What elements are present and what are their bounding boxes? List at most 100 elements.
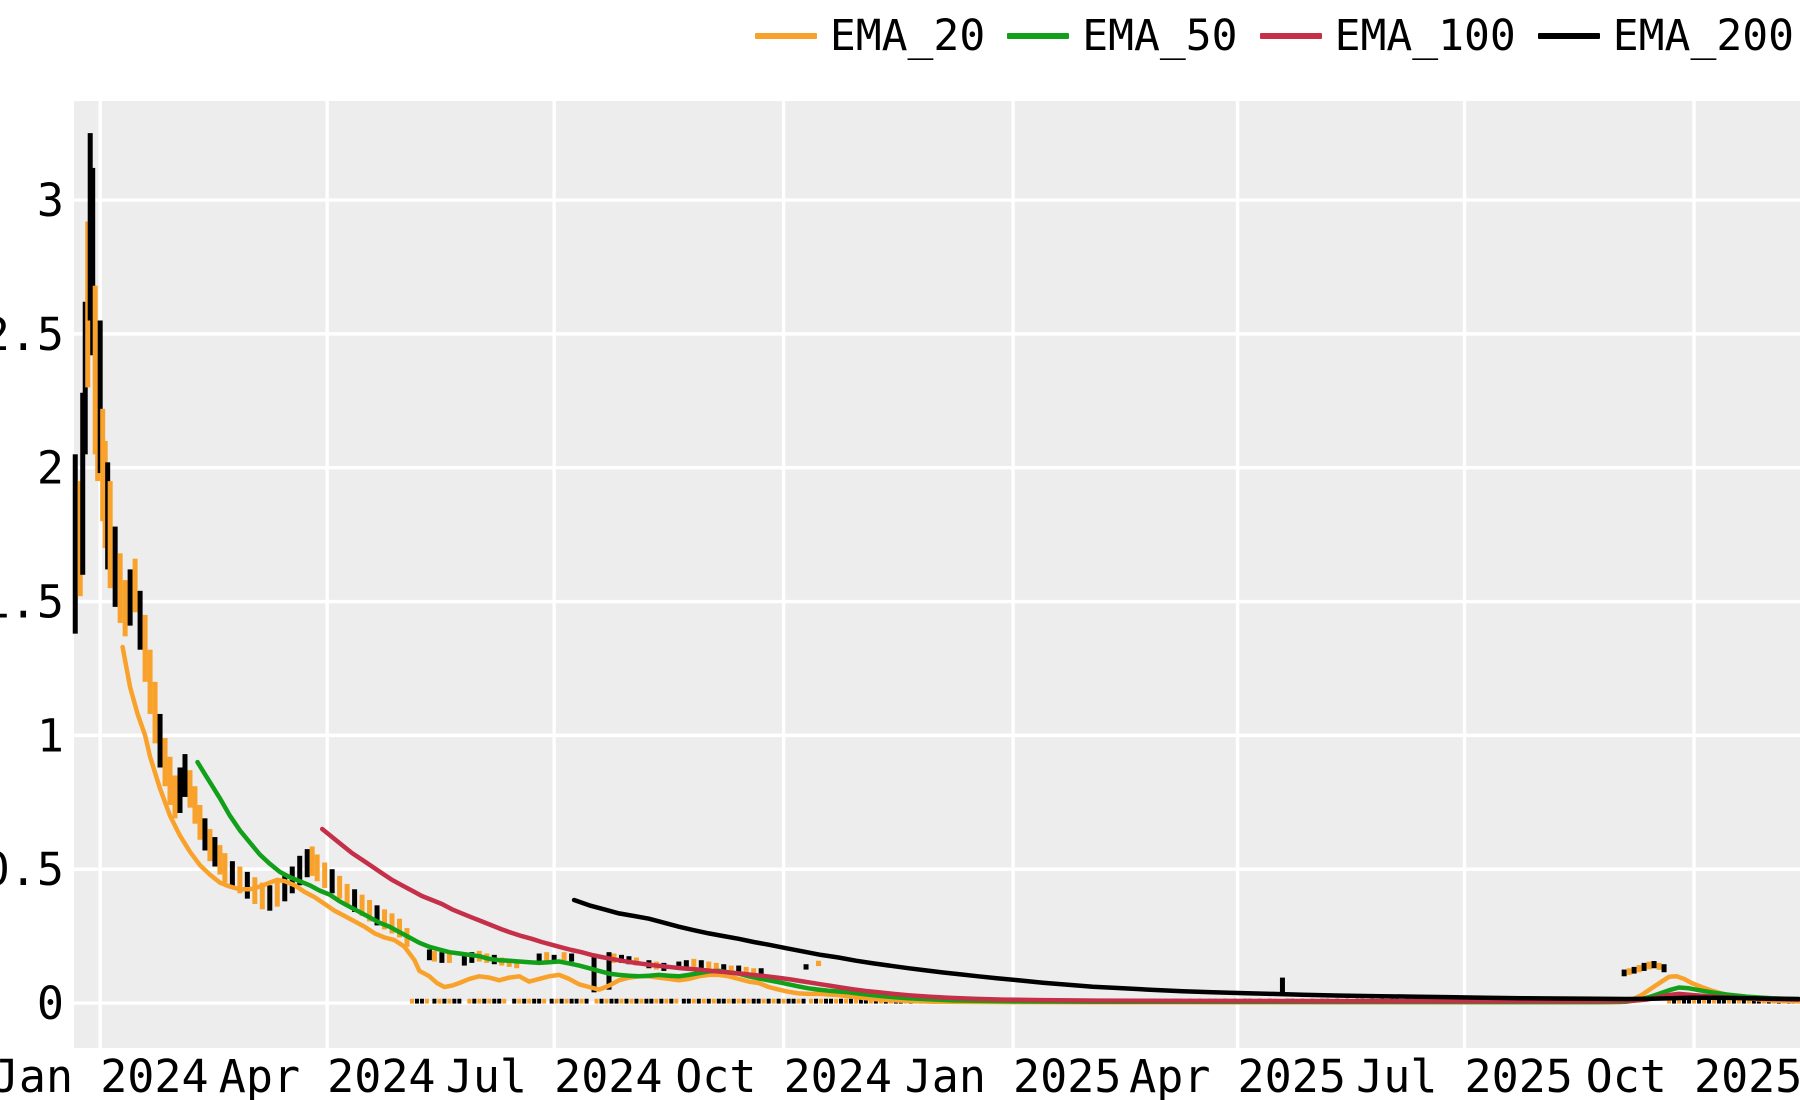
candle-bar bbox=[536, 953, 542, 963]
zero-dash bbox=[1687, 998, 1692, 1004]
zero-dash bbox=[512, 998, 517, 1004]
zero-dash bbox=[726, 998, 731, 1004]
x-tick-label: Jul 2025 bbox=[1356, 1050, 1573, 1100]
zero-dash bbox=[701, 998, 706, 1004]
zero-dash bbox=[868, 998, 873, 1004]
candle-bar bbox=[237, 866, 243, 894]
zero-dash bbox=[686, 998, 691, 1004]
zero-dash bbox=[604, 998, 609, 1004]
zero-dash bbox=[1721, 998, 1726, 1004]
candle-bar bbox=[197, 804, 203, 840]
zero-dash bbox=[644, 998, 649, 1004]
zero-dash bbox=[809, 998, 814, 1004]
y-tick-label: 0.5 bbox=[0, 843, 64, 896]
zero-dash bbox=[649, 998, 654, 1004]
candle-bar bbox=[304, 849, 310, 878]
zero-dash bbox=[1726, 998, 1731, 1004]
zero-dash bbox=[731, 998, 736, 1004]
candle-bar bbox=[691, 958, 697, 967]
zero-dash bbox=[669, 998, 674, 1004]
candle-bar bbox=[142, 614, 148, 682]
candle-bar bbox=[132, 558, 138, 613]
candle-bar bbox=[591, 953, 597, 993]
candle-bar bbox=[182, 754, 188, 797]
legend-item-ema-200: EMA_200 bbox=[1537, 14, 1794, 58]
candle-bar bbox=[80, 392, 86, 575]
zero-dash bbox=[1667, 998, 1672, 1004]
candle-bar bbox=[569, 953, 575, 962]
zero-dash bbox=[1691, 998, 1696, 1004]
zero-dash bbox=[1701, 998, 1706, 1004]
candle-bar bbox=[172, 775, 178, 819]
plot-background bbox=[74, 101, 1800, 1048]
candle-bar bbox=[803, 964, 809, 970]
legend-label-ema-50: EMA_50 bbox=[1082, 10, 1238, 61]
candle-bar bbox=[162, 738, 168, 787]
candle-bar bbox=[359, 894, 365, 917]
zero-dash bbox=[791, 998, 796, 1004]
legend-item-ema-20: EMA_20 bbox=[754, 14, 985, 58]
candle-bar bbox=[698, 960, 704, 969]
candle-bar bbox=[736, 965, 742, 974]
zero-dash bbox=[629, 998, 634, 1004]
candle-bar bbox=[244, 871, 250, 899]
x-tick-label: Apr 2024 bbox=[219, 1050, 436, 1100]
candle-bar bbox=[514, 960, 520, 969]
zero-dash bbox=[664, 998, 669, 1004]
candle-bar bbox=[112, 526, 118, 607]
zero-dash bbox=[741, 998, 746, 1004]
zero-dash bbox=[549, 998, 554, 1004]
zero-dash bbox=[659, 998, 664, 1004]
zero-dash bbox=[736, 998, 741, 1004]
candle-bar bbox=[396, 918, 402, 938]
zero-dash bbox=[716, 998, 721, 1004]
candle-bar bbox=[446, 953, 452, 963]
candle-bar bbox=[337, 875, 343, 899]
y-tick-label: 2.5 bbox=[0, 308, 64, 361]
zero-dash bbox=[564, 998, 569, 1004]
candle-bar bbox=[1651, 961, 1657, 969]
zero-dash bbox=[414, 998, 419, 1004]
zero-dash bbox=[409, 998, 414, 1004]
zero-dash bbox=[532, 998, 537, 1004]
zero-dash bbox=[537, 998, 542, 1004]
zero-dash bbox=[706, 998, 711, 1004]
zero-dash bbox=[1716, 998, 1721, 1004]
zero-dash bbox=[776, 998, 781, 1004]
y-axis-labels: 0 0.5 1 1.5 2 2.5 3 bbox=[0, 174, 64, 1030]
zero-dash bbox=[614, 998, 619, 1004]
zero-dash bbox=[624, 998, 629, 1004]
zero-dash bbox=[609, 998, 614, 1004]
candle-bar bbox=[187, 770, 193, 808]
zero-dash bbox=[761, 998, 766, 1004]
candle-bar bbox=[743, 966, 749, 975]
zero-dash bbox=[838, 998, 843, 1004]
zero-dash bbox=[502, 998, 507, 1004]
zero-dash bbox=[447, 998, 452, 1004]
zero-dash bbox=[554, 998, 559, 1004]
ema-100-line bbox=[319, 826, 1800, 1004]
candle-bar bbox=[177, 767, 183, 813]
candle-bar bbox=[252, 877, 258, 904]
ema-20-swatch-icon bbox=[754, 33, 817, 39]
candle-bar bbox=[751, 968, 757, 977]
legend-label-ema-100: EMA_100 bbox=[1334, 10, 1516, 61]
candle-bar bbox=[1279, 977, 1285, 994]
zero-dash bbox=[833, 998, 838, 1004]
zero-dash bbox=[467, 998, 472, 1004]
candle-bar bbox=[439, 952, 445, 963]
x-tick-label: Apr 2025 bbox=[1129, 1050, 1346, 1100]
ema-100-swatch-icon bbox=[1259, 33, 1322, 39]
candle-bar bbox=[259, 882, 265, 910]
zero-dash bbox=[654, 998, 659, 1004]
zero-dash bbox=[569, 998, 574, 1004]
candle-bar bbox=[202, 818, 208, 851]
zero-dash bbox=[579, 998, 584, 1004]
zero-dash bbox=[801, 998, 806, 1004]
candle-bar bbox=[222, 853, 228, 883]
candle-bar bbox=[127, 569, 133, 626]
zero-dash bbox=[639, 998, 644, 1004]
candle-bar bbox=[97, 320, 103, 474]
y-tick-label: 1 bbox=[37, 709, 64, 762]
